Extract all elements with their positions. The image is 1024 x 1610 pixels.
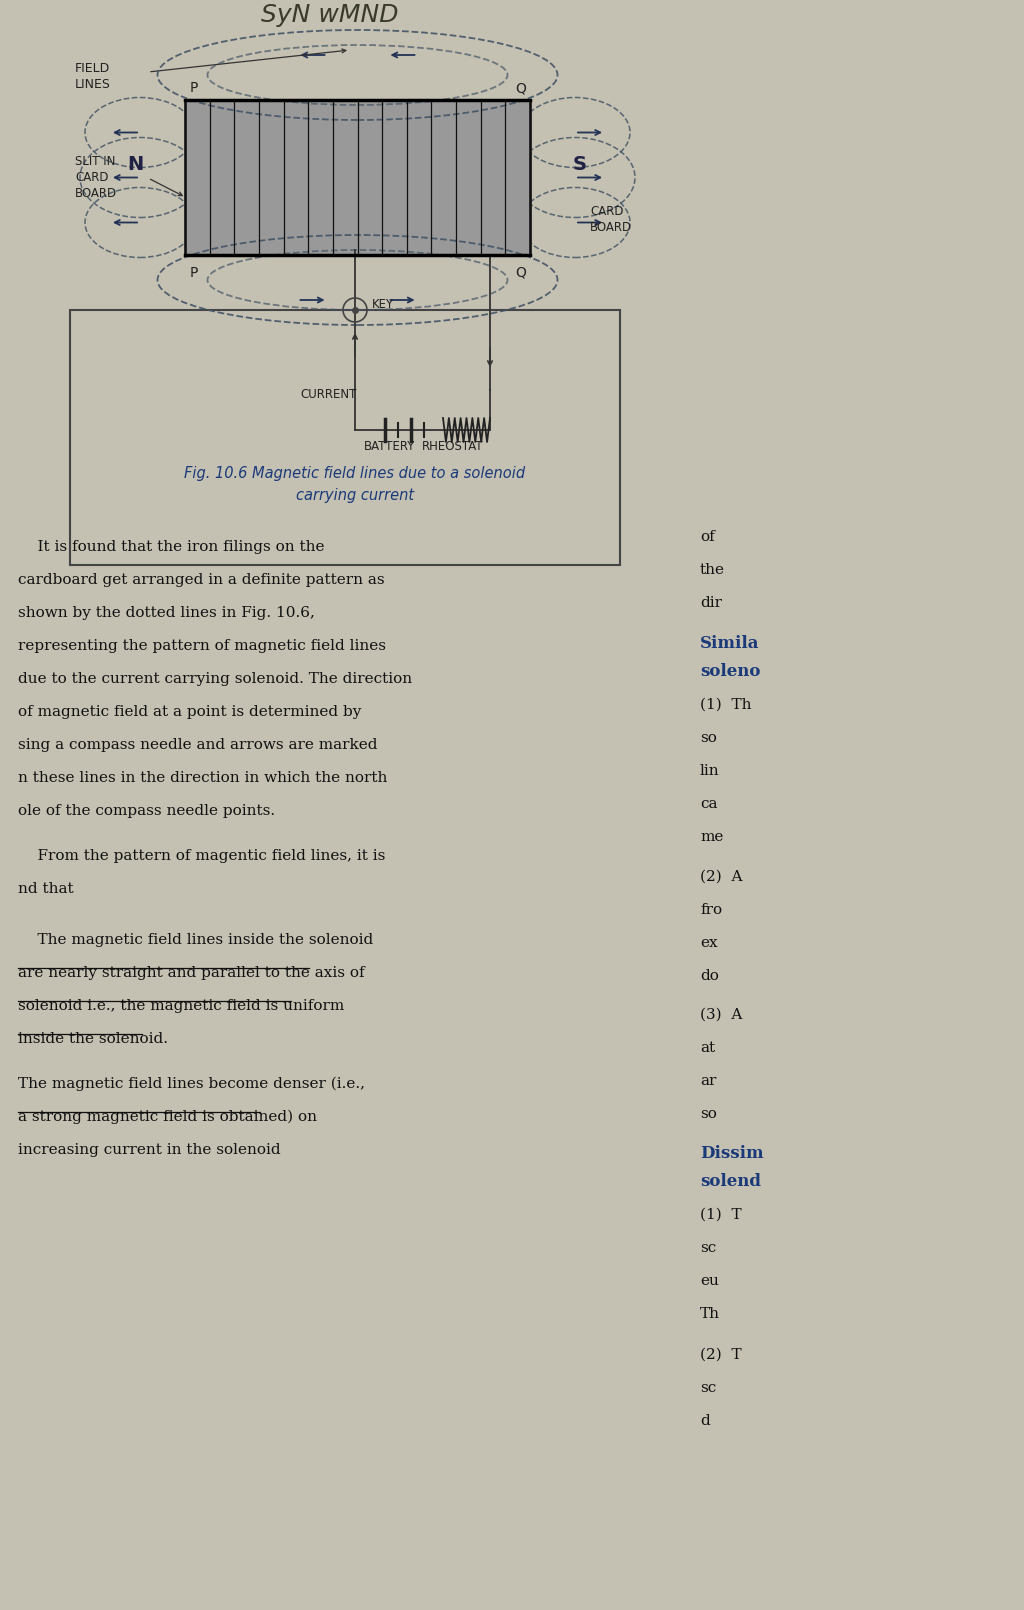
Text: carrying current: carrying current <box>296 488 414 502</box>
Text: solenoid i.e., the magnetic field is uniform: solenoid i.e., the magnetic field is uni… <box>18 998 344 1013</box>
Text: Dissim: Dissim <box>700 1145 764 1162</box>
Bar <box>70 311 620 565</box>
Text: representing the pattern of magnetic field lines: representing the pattern of magnetic fie… <box>18 639 386 654</box>
Text: due to the current carrying solenoid. The direction: due to the current carrying solenoid. Th… <box>18 671 412 686</box>
Text: soleno: soleno <box>700 663 761 679</box>
Text: ar: ar <box>700 1074 717 1088</box>
Text: FIELD
LINES: FIELD LINES <box>75 63 111 92</box>
Text: (2)  T: (2) T <box>700 1348 741 1362</box>
Text: do: do <box>700 969 719 984</box>
Text: solend: solend <box>700 1174 761 1190</box>
Text: dir: dir <box>700 596 722 610</box>
Text: ole of the compass needle points.: ole of the compass needle points. <box>18 803 275 818</box>
Text: inside the solenoid.: inside the solenoid. <box>18 1032 168 1046</box>
Text: cardboard get arranged in a definite pattern as: cardboard get arranged in a definite pat… <box>18 573 385 588</box>
Text: me: me <box>700 831 723 844</box>
Text: From the pattern of magentic field lines, it is: From the pattern of magentic field lines… <box>18 848 385 863</box>
Text: Q: Q <box>515 80 526 95</box>
Text: the: the <box>700 564 725 576</box>
Text: so: so <box>700 731 717 745</box>
Text: shown by the dotted lines in Fig. 10.6,: shown by the dotted lines in Fig. 10.6, <box>18 605 314 620</box>
Text: The magnetic field lines inside the solenoid: The magnetic field lines inside the sole… <box>18 934 374 947</box>
Text: (2)  A: (2) A <box>700 869 742 884</box>
Text: P: P <box>190 80 199 95</box>
Text: sc: sc <box>700 1241 716 1256</box>
Text: ex: ex <box>700 935 718 950</box>
Text: d: d <box>700 1414 710 1428</box>
Text: P: P <box>190 266 199 280</box>
Bar <box>185 100 530 254</box>
Text: S: S <box>573 155 587 174</box>
Text: so: so <box>700 1108 717 1121</box>
Text: are nearly straight and parallel to the axis of: are nearly straight and parallel to the … <box>18 966 365 980</box>
Text: Fig. 10.6 Magnetic field lines due to a solenoid: Fig. 10.6 Magnetic field lines due to a … <box>184 465 525 481</box>
Text: (1)  T: (1) T <box>700 1208 741 1222</box>
Text: N: N <box>127 155 143 174</box>
Text: (1)  Th: (1) Th <box>700 699 752 712</box>
Text: Simila: Simila <box>700 634 760 652</box>
Text: BATTERY: BATTERY <box>365 440 416 452</box>
Text: fro: fro <box>700 903 722 918</box>
Text: SLIT IN
CARD
BOARD: SLIT IN CARD BOARD <box>75 155 117 200</box>
Text: It is found that the iron filings on the: It is found that the iron filings on the <box>18 539 325 554</box>
Text: increasing current in the solenoid: increasing current in the solenoid <box>18 1143 281 1158</box>
Text: at: at <box>700 1042 715 1055</box>
Text: sing a compass needle and arrows are marked: sing a compass needle and arrows are mar… <box>18 737 378 752</box>
Text: ca: ca <box>700 797 718 811</box>
Text: of: of <box>700 530 715 544</box>
Text: Q: Q <box>515 266 526 280</box>
Text: RHEOSTAT: RHEOSTAT <box>422 440 483 452</box>
Text: CURRENT: CURRENT <box>300 388 356 401</box>
Text: of magnetic field at a point is determined by: of magnetic field at a point is determin… <box>18 705 361 720</box>
Text: nd that: nd that <box>18 882 74 897</box>
Text: Th: Th <box>700 1307 720 1320</box>
Text: (3)  A: (3) A <box>700 1008 742 1022</box>
Text: sc: sc <box>700 1381 716 1394</box>
Text: lin: lin <box>700 765 720 778</box>
Text: n these lines in the direction in which the north: n these lines in the direction in which … <box>18 771 387 786</box>
Text: SyN wMND: SyN wMND <box>261 3 398 27</box>
Text: The magnetic field lines become denser (i.e.,: The magnetic field lines become denser (… <box>18 1077 365 1092</box>
Text: KEY: KEY <box>372 298 394 311</box>
Text: CARD
BOARD: CARD BOARD <box>590 204 632 233</box>
Text: eu: eu <box>700 1274 719 1288</box>
Text: a strong magnetic field is obtained) on: a strong magnetic field is obtained) on <box>18 1109 317 1124</box>
